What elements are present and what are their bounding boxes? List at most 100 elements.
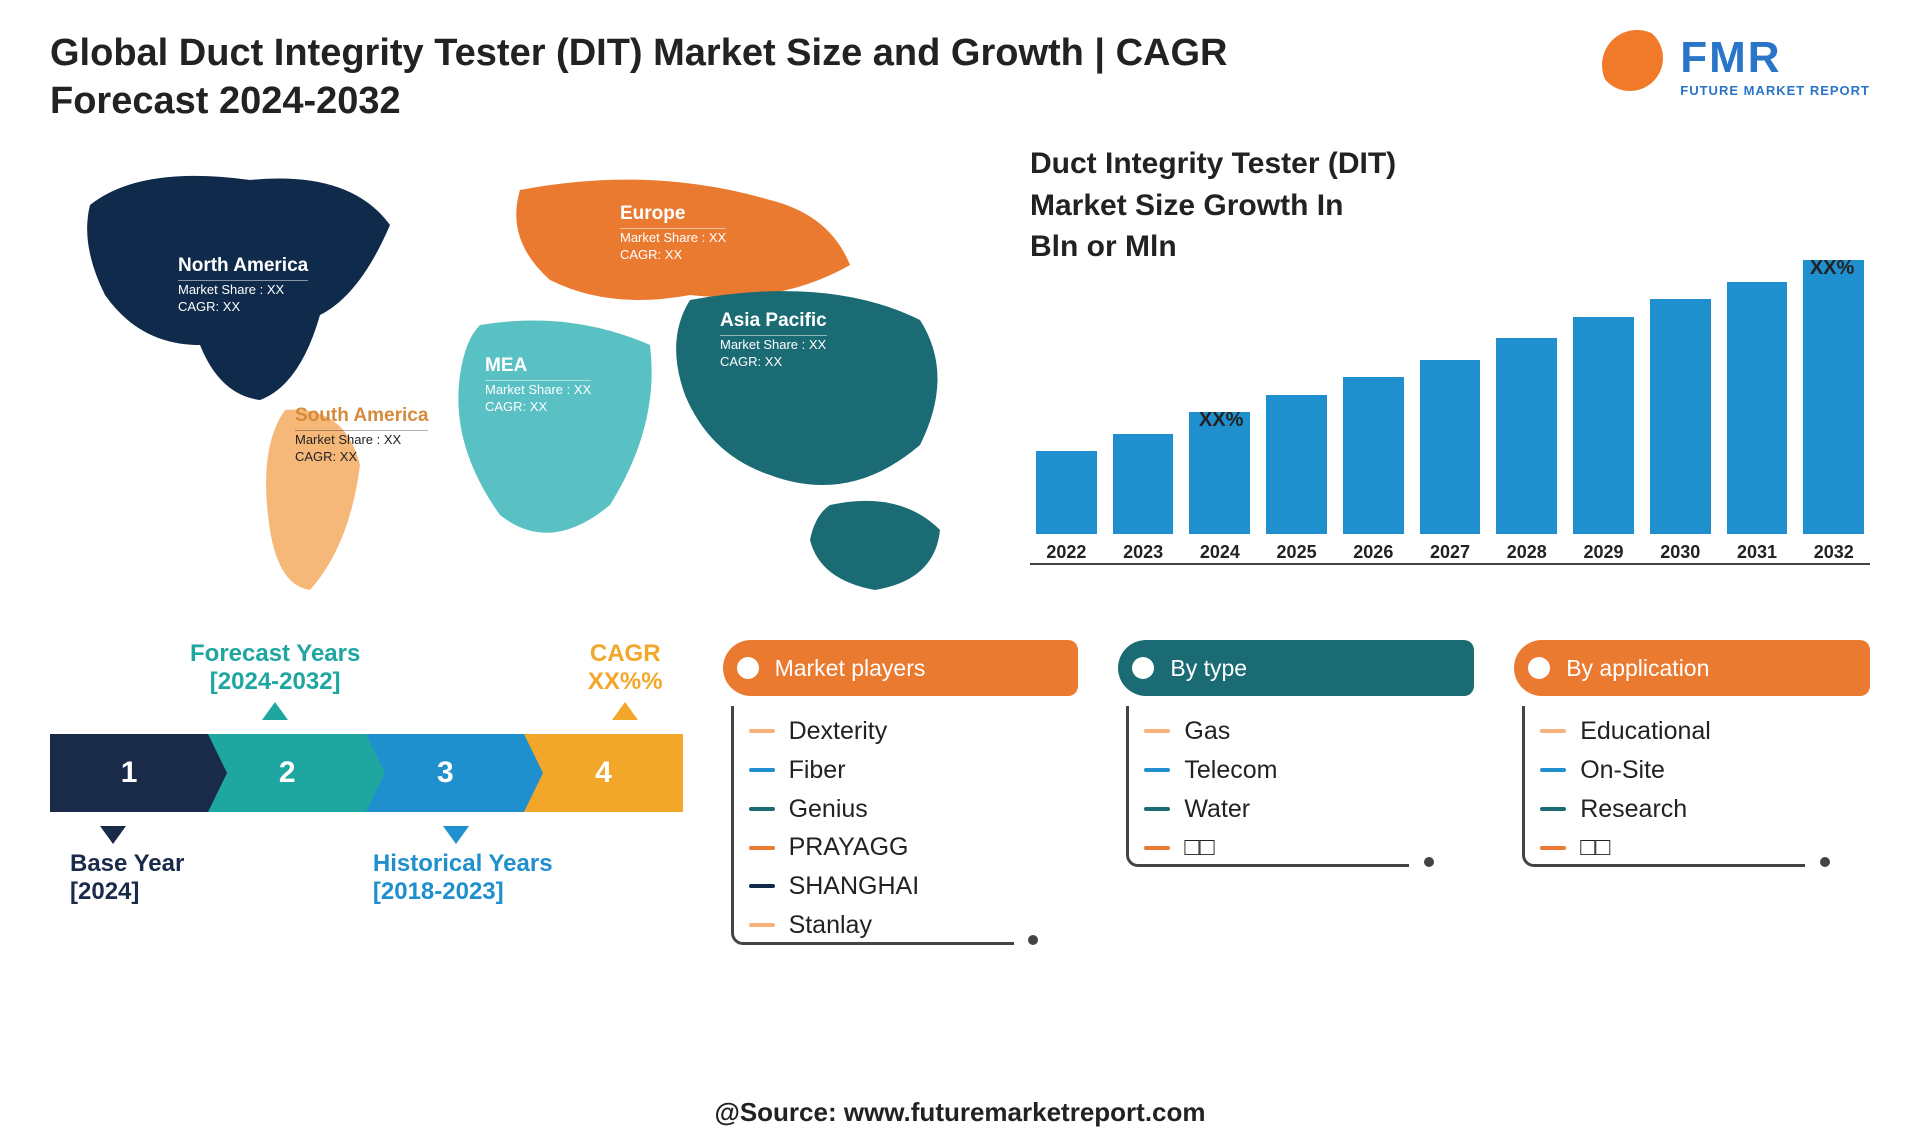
timeline: Forecast Years [2024-2032] CAGR XX%% 1 2 3… [50,640,683,906]
pill-by-type: By type [1118,640,1474,696]
list-item-label: Dexterity [789,712,888,751]
list-item: Genius [749,790,1063,829]
label-europe: Europe Market Share : XX CAGR: XX [620,203,726,263]
tick-icon [749,768,775,772]
chart-title-line2: Market Size Growth In [1030,187,1870,225]
tick-icon [749,923,775,927]
bar-year-label: 2028 [1507,542,1547,563]
bar-col: 2026 [1343,377,1404,562]
dot-icon [1132,657,1154,679]
logo-icon [1602,30,1672,100]
list-item-label: Fiber [789,751,846,790]
list-item-label: □□ [1184,828,1214,867]
pill-market-players: Market players [723,640,1079,696]
tick-icon [749,846,775,850]
tick-icon [749,884,775,888]
list-item-label: Genius [789,790,868,829]
timeline-segment-number: 1 [121,756,138,790]
chart-title-line1: Duct Integrity Tester (DIT) [1030,145,1870,183]
list-item-label: Water [1184,790,1250,829]
bar-year-label: 2026 [1353,542,1393,563]
timeline-segment-number: 2 [279,756,296,790]
bar-col: 2028 [1496,338,1557,562]
label-forecast-years: Forecast Years [2024-2032] [190,640,360,720]
bar [1573,317,1634,534]
pill-by-application: By application [1514,640,1870,696]
by-type-section: By type GasTelecomWater□□ [1118,640,1474,877]
bar-year-label: 2025 [1277,542,1317,563]
bar-annotation: XX% [1810,257,1854,280]
bar-col: 2025 [1266,395,1327,563]
bar-year-label: 2032 [1814,542,1854,563]
tick-icon [1144,729,1170,733]
bar-col: 2031 [1727,282,1788,563]
region-australia [810,501,940,590]
bar-col: 2032 [1803,260,1864,562]
bar-year-label: 2031 [1737,542,1777,563]
tick-icon [1540,768,1566,772]
bar-year-label: 2024 [1200,542,1240,563]
timeline-segment: 1 [50,734,208,812]
logo-abbrev: FMR [1680,33,1870,83]
label-base-year: Base Year [2024] [70,826,184,906]
dot-icon [1528,657,1550,679]
bars-row: 2022202320242025202620272028202920302031… [1030,270,1870,565]
bar-year-label: 2023 [1123,542,1163,563]
list-item-label: Educational [1580,712,1711,751]
tick-icon [1144,768,1170,772]
list-item-label: □□ [1580,828,1610,867]
label-north-america: North America Market Share : XX CAGR: XX [178,255,308,315]
source-attribution: @Source: www.futuremarketreport.com [0,1097,1920,1128]
bar-col: 2027 [1420,360,1481,563]
tick-icon [1144,807,1170,811]
tick-icon [1540,729,1566,733]
tick-icon [749,807,775,811]
tick-icon [1540,807,1566,811]
tick-icon [1540,846,1566,850]
region-mea [458,321,651,533]
list-item: Telecom [1144,751,1458,790]
growth-bar-chart: Duct Integrity Tester (DIT) Market Size … [1010,145,1870,610]
list-item-label: Telecom [1184,751,1277,790]
list-item: □□ [1540,828,1854,867]
bar [1727,282,1788,534]
bar-col: 2024 [1189,412,1250,562]
timeline-segment: 4 [524,734,682,812]
bar-year-label: 2030 [1660,542,1700,563]
timeline-segment: 3 [366,734,524,812]
world-map: North America Market Share : XX CAGR: XX… [50,145,980,610]
bar-col: 2029 [1573,317,1634,563]
list-item-label: Stanlay [789,906,872,945]
list-item: Educational [1540,712,1854,751]
label-cagr: CAGR XX%% [588,640,663,720]
timeline-segment-number: 3 [437,756,454,790]
label-historical-years: Historical Years [2018-2023] [373,826,553,906]
logo-subtitle: FUTURE MARKET REPORT [1680,83,1870,98]
brand-logo: FMR FUTURE MARKET REPORT [1602,30,1870,100]
list-item: Dexterity [749,712,1063,751]
dot-icon [737,657,759,679]
label-south-america: South America Market Share : XX CAGR: XX [295,405,428,465]
list-item: SHANGHAI [749,867,1063,906]
bar-annotation: XX% [1199,409,1243,432]
bar [1343,377,1404,533]
list-item: Gas [1144,712,1458,751]
bar [1036,451,1097,533]
by-application-section: By application EducationalOn-SiteResearc… [1514,640,1870,877]
timeline-segment: 2 [208,734,366,812]
list-item-label: PRAYAGG [789,828,909,867]
bar [1650,299,1711,533]
list-item: On-Site [1540,751,1854,790]
bar-year-label: 2027 [1430,542,1470,563]
bar [1113,434,1174,534]
list-item: Research [1540,790,1854,829]
label-asia-pacific: Asia Pacific Market Share : XX CAGR: XX [720,310,827,370]
list-item: □□ [1144,828,1458,867]
list-item-label: On-Site [1580,751,1665,790]
list-item-label: Gas [1184,712,1230,751]
timeline-strip: 1 2 3 4 [50,734,683,812]
list-item: Water [1144,790,1458,829]
bar-year-label: 2029 [1583,542,1623,563]
timeline-segment-number: 4 [595,756,612,790]
bar [1496,338,1557,533]
